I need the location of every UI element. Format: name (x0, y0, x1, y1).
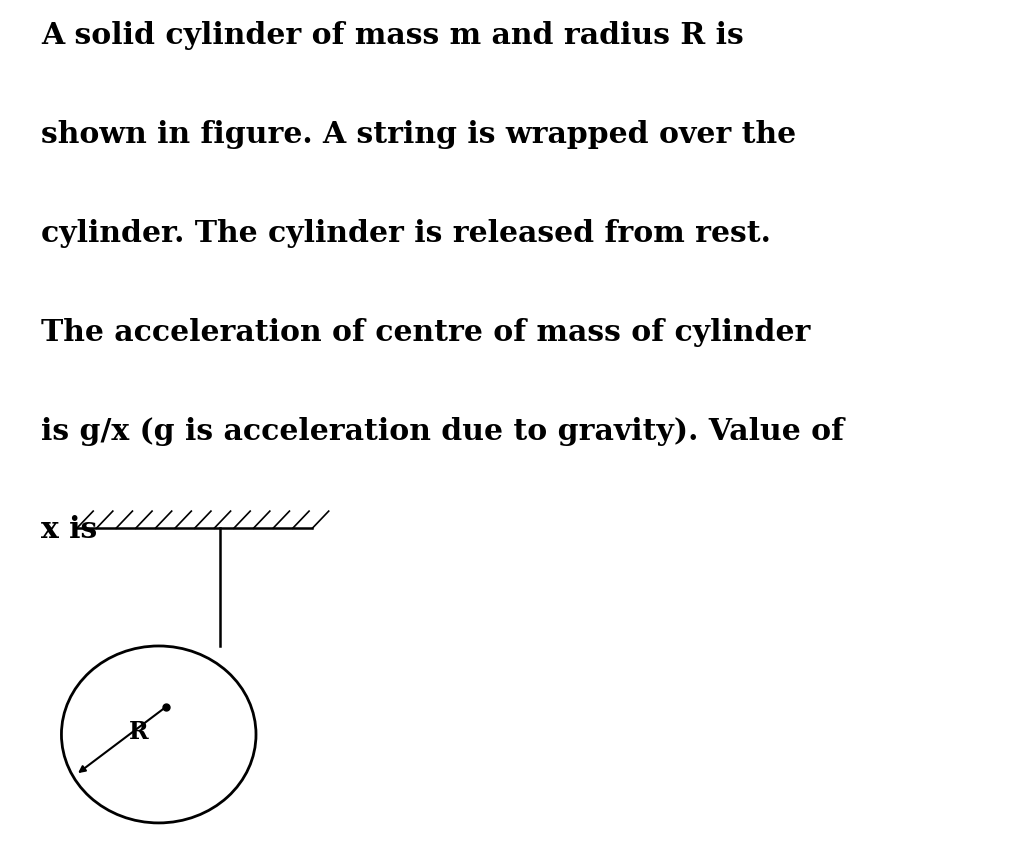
Text: R: R (128, 720, 148, 744)
Text: is g/x (g is acceleration due to gravity). Value of: is g/x (g is acceleration due to gravity… (41, 417, 844, 446)
Text: A solid cylinder of mass m and radius R is: A solid cylinder of mass m and radius R … (41, 21, 743, 51)
Text: cylinder. The cylinder is released from rest.: cylinder. The cylinder is released from … (41, 219, 771, 248)
Text: shown in figure. A string is wrapped over the: shown in figure. A string is wrapped ove… (41, 120, 796, 149)
Text: x is: x is (41, 515, 97, 545)
Text: The acceleration of centre of mass of cylinder: The acceleration of centre of mass of cy… (41, 318, 810, 347)
